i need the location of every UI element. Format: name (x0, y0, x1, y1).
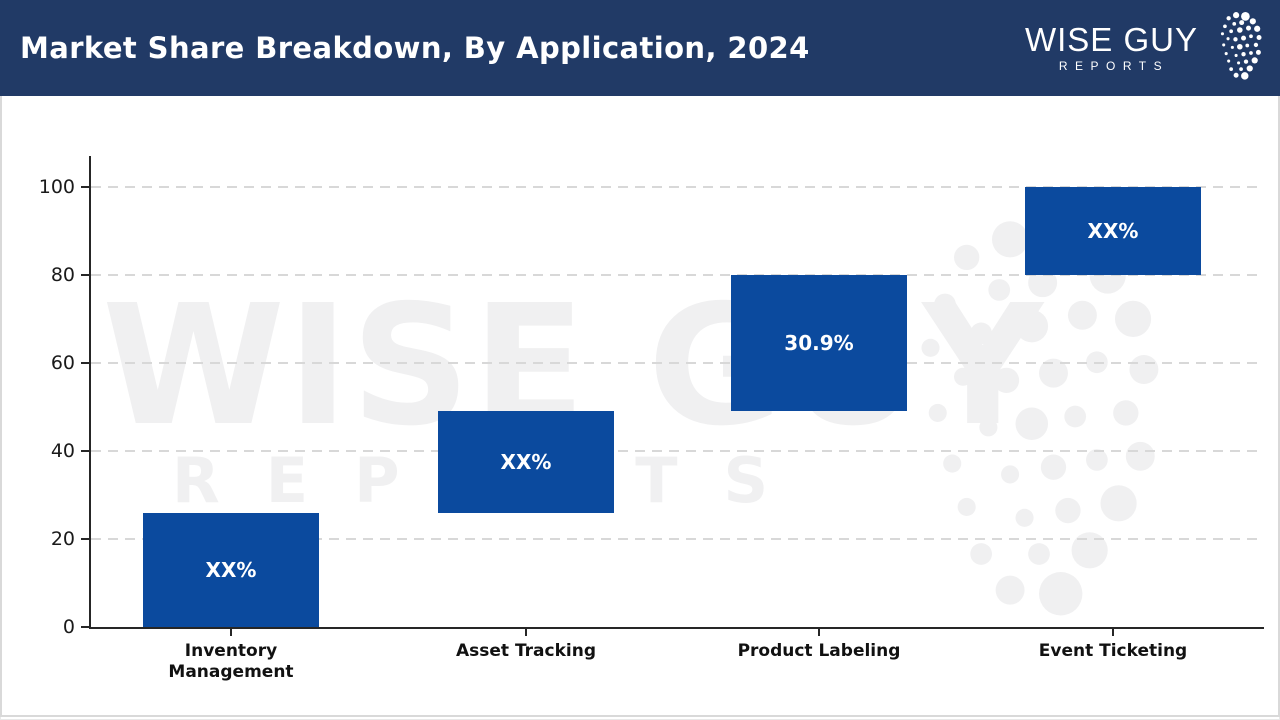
x-tick-mark (525, 629, 527, 636)
y-tick-label: 80 (50, 264, 75, 286)
bar: 30.9% (731, 275, 907, 411)
x-tick-mark (818, 629, 820, 636)
gridline (91, 186, 1264, 188)
y-axis-line (89, 156, 91, 629)
bar: XX% (438, 410, 614, 514)
bar: XX% (143, 513, 319, 627)
bar: XX% (1025, 187, 1201, 275)
category-label: Event Ticketing (1038, 641, 1188, 661)
bar-value-label: XX% (205, 558, 257, 583)
y-tick-label: 60 (50, 352, 75, 374)
bar-value-label: XX% (1087, 219, 1139, 243)
category-label: Asset Tracking (455, 641, 597, 661)
y-tick-mark (81, 626, 89, 628)
bar-value-label: XX% (500, 450, 552, 475)
y-tick-label: 40 (50, 440, 75, 462)
chart-area: WISE GUY REPORTS 020406080100XX%Inventor… (0, 96, 1280, 717)
category-label: Product Labeling (737, 641, 901, 661)
brand-wordmark: WISE GUY REPORTS (1025, 23, 1198, 73)
page-title: Market Share Breakdown, By Application, … (20, 31, 810, 65)
waterfall-chart: 0 20 40 60 80 100 XX% Inventory Management XX% As… (2, 96, 1278, 715)
y-tick-mark (81, 274, 89, 276)
gridline (91, 362, 1264, 364)
y-tick-label: 100 (38, 176, 75, 198)
y-tick-mark (81, 450, 89, 452)
y-tick-mark (81, 538, 89, 540)
category-label: Inventory Management (168, 641, 294, 683)
x-axis-line (89, 627, 1264, 629)
y-tick-label: 20 (50, 528, 75, 550)
brand-subtitle: REPORTS (1058, 58, 1170, 73)
y-tick-mark (81, 362, 89, 364)
x-tick-mark (230, 629, 232, 636)
brand-logo: WISE GUY REPORTS (1025, 9, 1264, 87)
brand-name: WISE GUY (1024, 21, 1198, 59)
gridline (91, 274, 1264, 276)
y-tick-mark (81, 186, 89, 188)
gridline (91, 538, 1264, 540)
y-tick-label: 0 (62, 616, 75, 638)
brand-face-dots-icon (1220, 12, 1262, 80)
header: Market Share Breakdown, By Application, … (0, 0, 1280, 96)
x-tick-mark (1112, 629, 1114, 636)
gridline (91, 450, 1264, 452)
bar-value-label: 30.9% (784, 330, 854, 355)
